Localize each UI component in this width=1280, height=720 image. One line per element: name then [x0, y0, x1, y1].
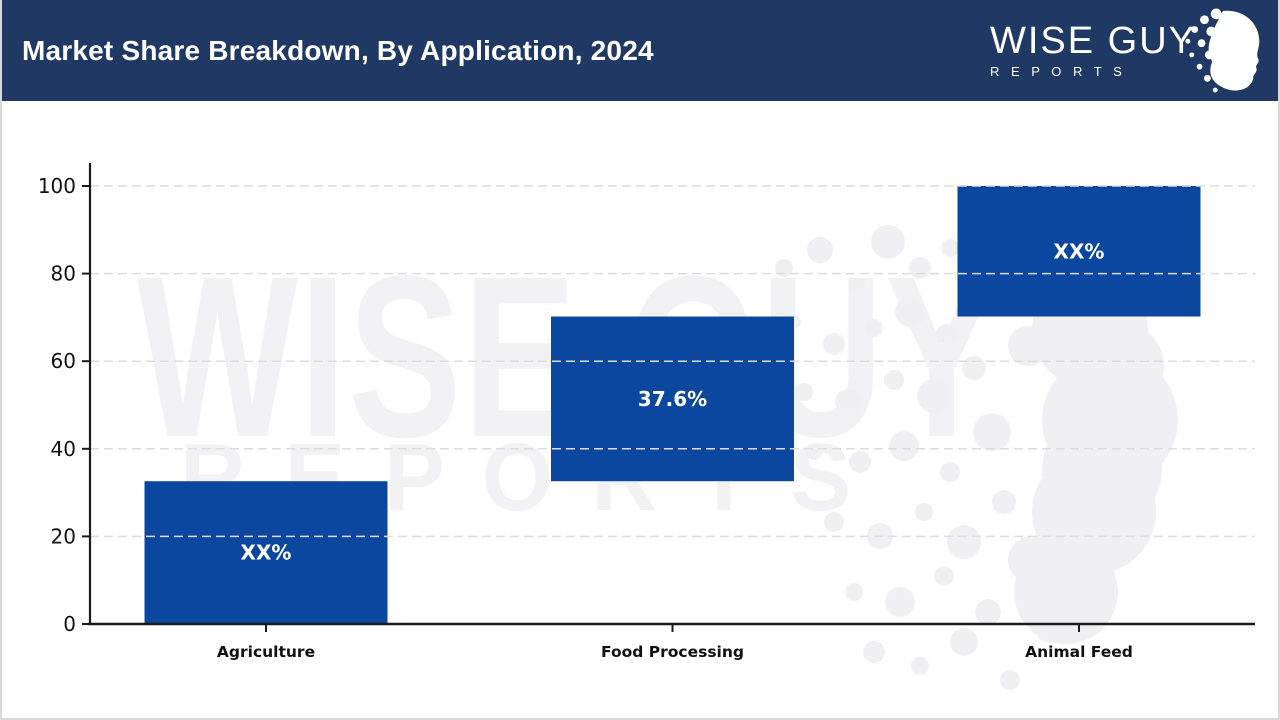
- wise-guy-logo: WISE GUY R E P O R T S: [990, 0, 1266, 101]
- x-tick-label-animal-feed: Animal Feed: [1025, 643, 1133, 661]
- bar-value-label: 37.6%: [638, 387, 707, 411]
- y-tick-label-20: 20: [51, 524, 76, 548]
- x-tick-label-agriculture: Agriculture: [217, 643, 315, 661]
- header: Market Share Breakdown, By Application, …: [2, 0, 1278, 101]
- y-tick-label-40: 40: [51, 437, 76, 461]
- y-tick-label-80: 80: [51, 262, 76, 286]
- x-tick-label-food-processing: Food Processing: [601, 643, 744, 661]
- logo-wordmark: WISE GUY: [989, 20, 1196, 62]
- page-title: Market Share Breakdown, By Application, …: [22, 34, 654, 66]
- bar-value-label: XX%: [1054, 239, 1105, 263]
- y-tick-label-60: 60: [51, 349, 76, 373]
- bar-food-processing: [551, 316, 794, 482]
- y-tick-label-0: 0: [63, 612, 76, 636]
- bar-value-label: XX%: [241, 541, 292, 565]
- y-tick-label-100: 100: [38, 174, 76, 198]
- logo-face-icon: [1185, 8, 1260, 93]
- logo-subtitle: R E P O R T S: [989, 64, 1126, 79]
- logo-text: WISE GUY R E P O R T S: [990, 22, 1196, 79]
- bar-agriculture: [144, 481, 388, 624]
